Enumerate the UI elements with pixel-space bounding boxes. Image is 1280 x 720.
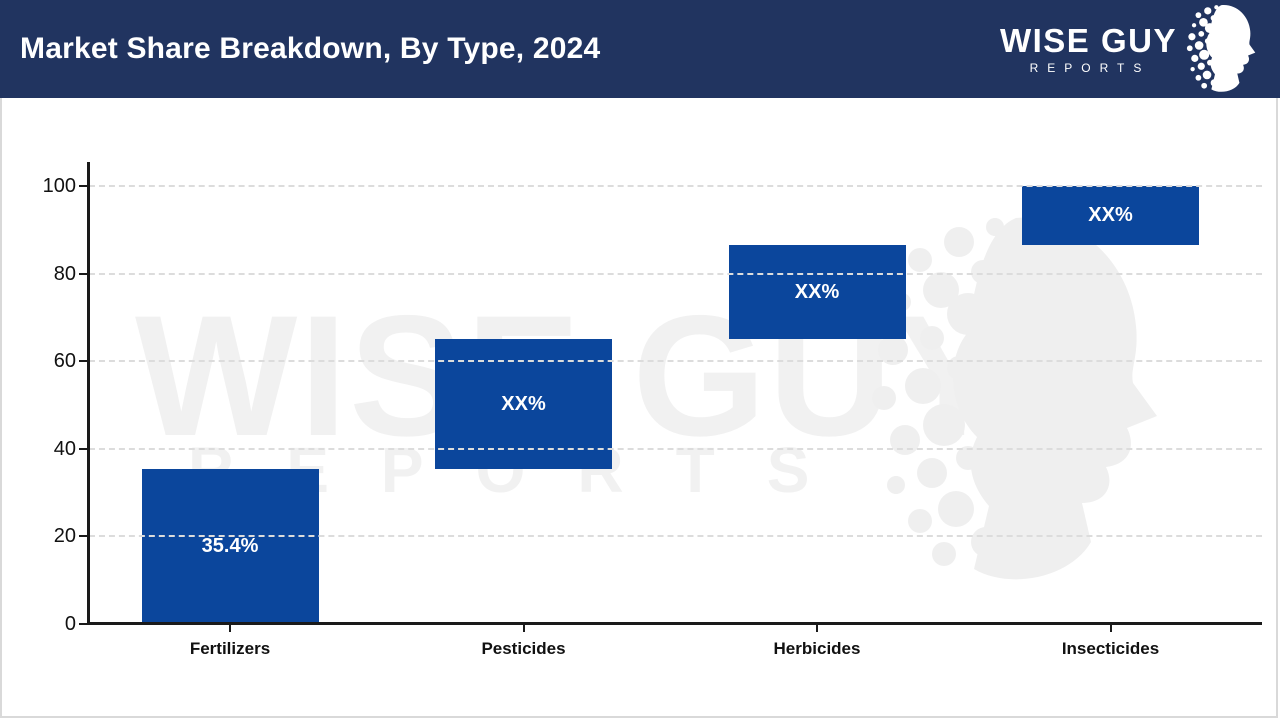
logo-head-icon	[1184, 2, 1256, 96]
header: Market Share Breakdown, By Type, 2024 WI…	[0, 0, 1280, 98]
logo-subtitle: REPORTS	[1029, 60, 1151, 75]
gridline-60	[89, 360, 1262, 363]
gridline-20	[89, 535, 1262, 538]
y-axis-line	[87, 162, 90, 625]
logo-wordmark: WISE GUY	[999, 21, 1177, 59]
x-axis-line	[87, 622, 1262, 625]
y-tick-100	[79, 185, 88, 187]
y-tick-20	[79, 535, 88, 538]
x-tick-herbicides	[816, 625, 818, 632]
bar-herbicides: XX%	[728, 245, 906, 340]
logo-text: WISE GUY REPORTS	[1000, 24, 1177, 75]
y-tick-60	[79, 360, 88, 363]
x-tick-insecticides	[1109, 625, 1112, 632]
bar-label-insecticides: XX%	[1088, 204, 1133, 227]
page-title: Market Share Breakdown, By Type, 2024	[20, 32, 601, 65]
gridline-80	[89, 272, 1262, 275]
y-tick-label-60: 60	[53, 350, 76, 373]
brand-logo: WISE GUY REPORTS	[1000, 2, 1256, 96]
y-tick-label-100: 100	[42, 175, 76, 197]
y-tick-label-40: 40	[53, 437, 76, 460]
x-label-fertilizers: Fertilizers	[189, 639, 271, 658]
bar-label-pesticides: XX%	[501, 392, 546, 415]
y-tick-40	[79, 447, 88, 450]
y-tick-80	[79, 272, 88, 275]
y-tick-0	[79, 623, 88, 625]
bar-label-herbicides: XX%	[794, 280, 840, 303]
gridline-40	[89, 447, 1262, 450]
bar-label-fertilizers: 35.4%	[201, 534, 259, 557]
bar-insecticides: XX%	[1022, 186, 1199, 246]
x-tick-pesticides	[522, 625, 525, 632]
y-tick-label-80: 80	[53, 262, 76, 285]
x-tick-fertilizers	[229, 625, 231, 632]
bar-fertilizers: 35.4%	[141, 468, 319, 624]
x-label-insecticides: Insecticides	[1061, 639, 1160, 658]
gridline-100	[89, 185, 1262, 187]
x-label-herbicides: Herbicides	[773, 639, 861, 658]
y-tick-label-20: 20	[53, 525, 76, 548]
x-label-pesticides: Pesticides	[481, 639, 566, 658]
y-tick-label-0: 0	[64, 613, 76, 635]
